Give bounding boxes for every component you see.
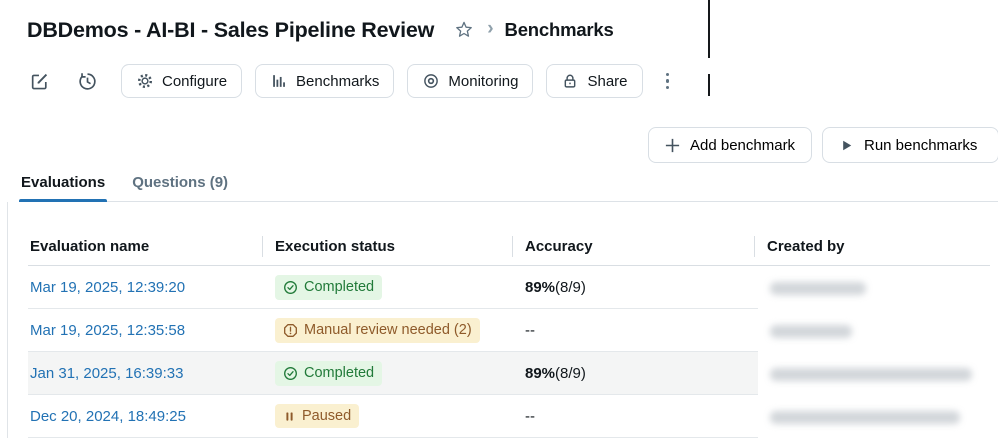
column-header-accuracy: Accuracy <box>512 228 754 265</box>
accuracy-detail: (8/9) <box>555 364 586 382</box>
share-button[interactable]: Share <box>546 64 643 98</box>
status-badge-paused: Paused <box>275 403 360 429</box>
column-divider <box>262 236 263 257</box>
benchmarks-label: Benchmarks <box>296 72 380 90</box>
tab-bar: Evaluations Questions (9) <box>18 172 998 202</box>
status-badge-completed: Completed <box>275 274 383 300</box>
tab-questions[interactable]: Questions (9) <box>132 174 229 191</box>
favorite-star-button[interactable] <box>454 20 474 40</box>
gear-icon <box>137 73 153 89</box>
add-benchmark-button[interactable]: Add benchmark <box>648 127 812 163</box>
configure-label: Configure <box>162 72 228 90</box>
monitoring-label: Monitoring <box>448 72 519 90</box>
evaluation-link[interactable]: Mar 19, 2025, 12:39:20 <box>30 278 186 296</box>
table-row[interactable]: Mar 19, 2025, 12:39:20 Completed 89% (8/… <box>28 266 990 309</box>
check-circle-icon <box>284 366 297 380</box>
history-icon <box>78 72 96 90</box>
benchmarks-button[interactable]: Benchmarks <box>255 64 395 98</box>
page-header: DBDemos - AI-BI - Sales Pipeline Review … <box>27 10 614 50</box>
breadcrumb-current: Benchmarks <box>504 19 614 40</box>
status-badge-manual-review: Manual review needed (2) <box>275 317 480 343</box>
column-divider <box>754 236 755 257</box>
evaluations-table: Evaluation name Execution status Accurac… <box>28 228 990 438</box>
bar-chart-icon <box>273 75 285 87</box>
evaluation-link[interactable]: Dec 20, 2024, 18:49:25 <box>30 407 186 425</box>
redacted-user-name <box>770 282 866 295</box>
check-circle-icon <box>284 280 297 294</box>
pause-icon <box>286 411 293 421</box>
monitoring-button[interactable]: Monitoring <box>407 64 534 98</box>
lock-icon <box>565 74 576 88</box>
alert-octagon-icon <box>284 323 297 337</box>
cursor-artifact-line <box>708 0 710 58</box>
monitoring-icon <box>424 74 439 88</box>
breadcrumb-separator: › <box>487 18 494 39</box>
run-benchmarks-button[interactable]: Run benchmarks <box>822 127 998 163</box>
accuracy-value: 89% <box>525 364 556 382</box>
status-badge-completed: Completed <box>275 360 383 386</box>
table-row[interactable]: Mar 19, 2025, 12:35:58 Manual review nee… <box>28 309 990 352</box>
page-title: DBDemos - AI-BI - Sales Pipeline Review <box>27 17 435 42</box>
edit-icon <box>31 73 47 89</box>
column-divider <box>512 236 513 257</box>
accuracy-detail: (8/9) <box>555 278 586 296</box>
redacted-user-name <box>770 411 960 424</box>
column-header-evaluation-name: Evaluation name <box>30 238 150 255</box>
tab-evaluations[interactable]: Evaluations <box>18 172 108 202</box>
redacted-user-name <box>770 325 852 338</box>
column-header-execution-status: Execution status <box>262 228 512 265</box>
add-benchmark-label: Add benchmark <box>690 136 796 154</box>
edit-button[interactable] <box>27 69 51 93</box>
overflow-menu-button[interactable] <box>660 69 676 94</box>
configure-button[interactable]: Configure <box>121 64 243 98</box>
column-header-created-by: Created by <box>754 228 990 265</box>
table-header-row: Evaluation name Execution status Accurac… <box>28 228 990 266</box>
cursor-artifact-line <box>708 74 710 96</box>
kebab-icon <box>665 72 670 77</box>
play-icon <box>843 140 852 150</box>
redacted-created-by-region <box>758 267 990 438</box>
toolbar: Configure Benchmarks Monitoring <box>27 63 676 99</box>
plus-icon <box>665 138 680 152</box>
evaluation-link[interactable]: Jan 31, 2025, 16:39:33 <box>30 364 184 382</box>
history-button[interactable] <box>75 69 99 93</box>
redacted-user-name <box>770 368 972 381</box>
run-benchmarks-label: Run benchmarks <box>864 136 978 154</box>
evaluation-link[interactable]: Mar 19, 2025, 12:35:58 <box>30 321 186 339</box>
share-label: Share <box>587 72 628 90</box>
accuracy-detail: -- <box>525 321 535 339</box>
accuracy-detail: -- <box>525 407 535 425</box>
panel-edge-divider <box>7 202 8 438</box>
accuracy-value: 89% <box>525 278 556 296</box>
star-icon <box>456 21 473 37</box>
